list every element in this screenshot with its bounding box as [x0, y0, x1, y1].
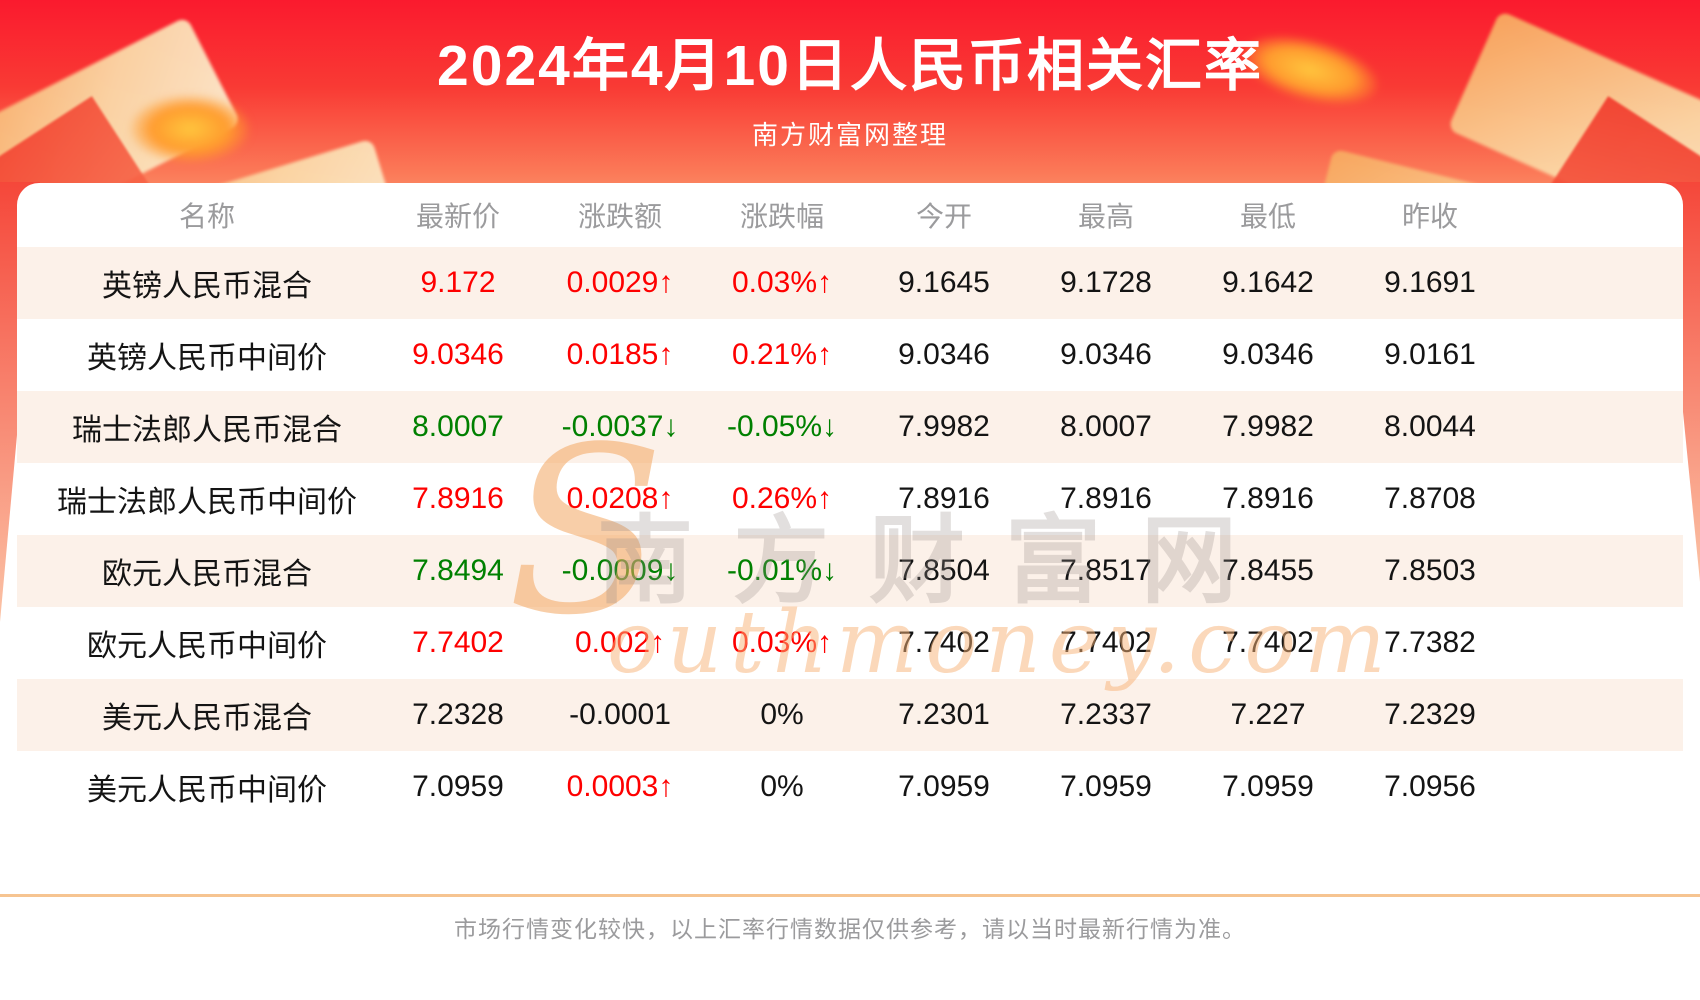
table-row: 英镑人民币混合 9.172 0.0029↑ 0.03%↑ 9.1645 9.17… [17, 247, 1683, 319]
table-header-row: 名称 最新价 涨跌额 涨跌幅 今开 最高 最低 昨收 [17, 183, 1683, 247]
cell-high: 9.0346 [1060, 338, 1152, 371]
cell-currency-name: 欧元人民币中间价 [87, 630, 327, 663]
column-header-change: 涨跌额 [577, 201, 662, 232]
cell-low: 9.1642 [1222, 266, 1314, 299]
cell-low: 7.7402 [1222, 626, 1314, 659]
cell-change-amount: 0.0029↑ [566, 266, 674, 299]
cell-prev-close: 9.0161 [1384, 338, 1476, 371]
cell-low: 7.0959 [1222, 770, 1314, 803]
cell-prev-close: 7.7382 [1384, 626, 1476, 659]
table-row: 英镑人民币中间价 9.0346 0.0185↑ 0.21%↑ 9.0346 9.… [17, 319, 1683, 391]
cell-low: 7.9982 [1222, 410, 1314, 443]
cell-high: 7.8916 [1060, 482, 1152, 515]
cell-latest-price: 7.8916 [412, 482, 504, 515]
cell-high: 7.8517 [1060, 554, 1152, 587]
cell-latest-price: 8.0007 [412, 410, 504, 443]
cell-currency-name: 美元人民币中间价 [87, 774, 327, 807]
cell-low: 7.8455 [1222, 554, 1314, 587]
page-subtitle: 南方财富网整理 [751, 120, 948, 150]
cell-change-pct: 0% [760, 698, 804, 731]
cell-change-pct: 0.21%↑ [731, 338, 833, 371]
column-header-pct: 涨跌幅 [739, 201, 824, 232]
cell-change-pct: 0.03%↑ [731, 626, 833, 659]
table-body: 英镑人民币混合 9.172 0.0029↑ 0.03%↑ 9.1645 9.17… [17, 247, 1683, 823]
cell-open: 9.0346 [898, 338, 990, 371]
cell-change-pct: 0.03%↑ [731, 266, 833, 299]
cell-latest-price: 7.8494 [412, 554, 504, 587]
cell-low: 7.227 [1230, 698, 1306, 731]
footer-note: 市场行情变化较快，以上汇率行情数据仅供参考，请以当时最新行情为准。 [454, 916, 1246, 942]
page-title: 2024年4月10日人民币相关汇率 [437, 34, 1263, 98]
table-row: 欧元人民币混合 7.8494 -0.0009↓ -0.01%↓ 7.8504 7… [17, 535, 1683, 607]
cell-prev-close: 7.2329 [1384, 698, 1476, 731]
cell-open: 7.2301 [898, 698, 990, 731]
cell-open: 7.8504 [898, 554, 990, 587]
cell-high: 7.0959 [1060, 770, 1152, 803]
cell-open: 7.7402 [898, 626, 990, 659]
cell-change-amount: 0.0208↑ [566, 482, 674, 515]
cell-prev-close: 7.8708 [1384, 482, 1476, 515]
cell-change-amount: -0.0037↓ [561, 410, 679, 443]
cell-currency-name: 英镑人民币中间价 [87, 342, 327, 375]
cell-currency-name: 英镑人民币混合 [102, 270, 312, 303]
cell-currency-name: 欧元人民币混合 [102, 558, 312, 591]
table-row: 瑞士法郎人民币混合 8.0007 -0.0037↓ -0.05%↓ 7.9982… [17, 391, 1683, 463]
cell-currency-name: 美元人民币混合 [102, 702, 312, 735]
cell-low: 7.8916 [1222, 482, 1314, 515]
table-row: 美元人民币混合 7.2328 -0.0001 0% 7.2301 7.2337 … [17, 679, 1683, 751]
column-header-low: 最低 [1239, 201, 1296, 232]
cell-latest-price: 9.172 [420, 266, 496, 299]
cell-prev-close: 7.0956 [1384, 770, 1476, 803]
cell-change-amount: 0.0003↑ [566, 770, 674, 803]
cell-prev-close: 8.0044 [1384, 410, 1476, 443]
table-row: 欧元人民币中间价 7.7402 0.002↑ 0.03%↑ 7.7402 7.7… [17, 607, 1683, 679]
cell-currency-name: 瑞士法郎人民币混合 [72, 414, 342, 447]
cell-change-pct: 0.26%↑ [731, 482, 833, 515]
cell-currency-name: 瑞士法郎人民币中间价 [57, 486, 357, 519]
cell-change-pct: 0% [760, 770, 804, 803]
cell-change-pct: -0.05%↓ [726, 410, 838, 443]
cell-change-amount: 0.002↑ [574, 626, 666, 659]
rates-table-card: 名称 最新价 涨跌额 涨跌幅 今开 最高 最低 昨收 英镑人民币混合 9.172… [17, 183, 1683, 823]
cell-open: 7.0959 [898, 770, 990, 803]
column-header-high: 最高 [1077, 201, 1134, 232]
cell-open: 7.8916 [898, 482, 990, 515]
cell-prev-close: 7.8503 [1384, 554, 1476, 587]
cell-open: 9.1645 [898, 266, 990, 299]
cell-change-pct: -0.01%↓ [726, 554, 838, 587]
cell-high: 7.7402 [1060, 626, 1152, 659]
cell-high: 9.1728 [1060, 266, 1152, 299]
cell-latest-price: 7.0959 [412, 770, 504, 803]
cell-latest-price: 7.2328 [412, 698, 504, 731]
column-header-latest: 最新价 [415, 201, 500, 232]
column-header-prev: 昨收 [1401, 201, 1458, 232]
cell-high: 8.0007 [1060, 410, 1152, 443]
cell-change-amount: -0.0001 [569, 698, 671, 731]
column-header-name: 名称 [178, 201, 235, 232]
table-row: 瑞士法郎人民币中间价 7.8916 0.0208↑ 0.26%↑ 7.8916 … [17, 463, 1683, 535]
cell-open: 7.9982 [898, 410, 990, 443]
cell-prev-close: 9.1691 [1384, 266, 1476, 299]
cell-high: 7.2337 [1060, 698, 1152, 731]
cell-low: 9.0346 [1222, 338, 1314, 371]
table-row: 美元人民币中间价 7.0959 0.0003↑ 0% 7.0959 7.0959… [17, 751, 1683, 823]
cell-latest-price: 9.0346 [412, 338, 504, 371]
cell-latest-price: 7.7402 [412, 626, 504, 659]
cell-change-amount: -0.0009↓ [561, 554, 679, 587]
footer-divider [0, 894, 1700, 897]
column-header-open: 今开 [915, 201, 972, 232]
cell-change-amount: 0.0185↑ [566, 338, 674, 371]
